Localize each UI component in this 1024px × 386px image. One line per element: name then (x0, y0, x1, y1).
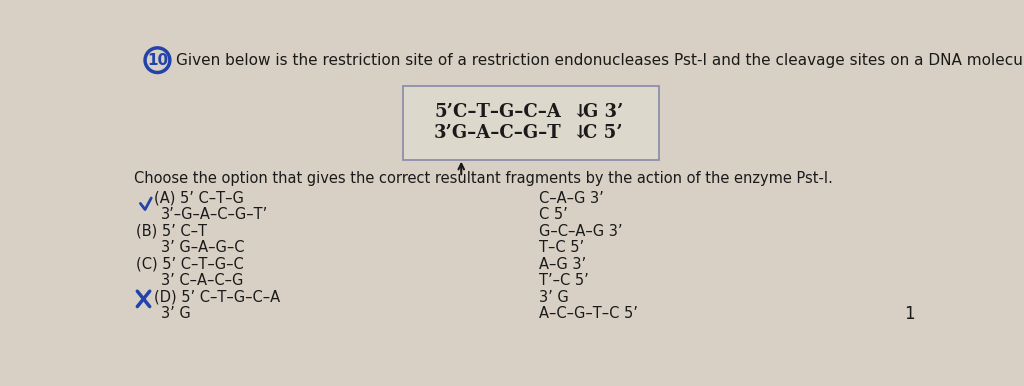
Text: 3’G–A–C–G–T: 3’G–A–C–G–T (434, 124, 562, 142)
Text: 3’ G: 3’ G (161, 306, 190, 321)
Text: ↓: ↓ (572, 103, 587, 121)
Text: 1: 1 (904, 305, 914, 323)
Text: (A) 5’ C–T–G: (A) 5’ C–T–G (154, 191, 244, 205)
Text: A–C–G–T–C 5’: A–C–G–T–C 5’ (539, 306, 638, 321)
Text: A–G 3’: A–G 3’ (539, 257, 586, 272)
Text: 3’ G–A–G–C: 3’ G–A–G–C (161, 240, 244, 255)
Text: Given below is the restriction site of a restriction endonucleases Pst-I and the: Given below is the restriction site of a… (176, 52, 1024, 68)
Text: Choose the option that gives the correct resultant fragments by the action of th: Choose the option that gives the correct… (134, 171, 834, 186)
Text: (C) 5’ C–T–G–C: (C) 5’ C–T–G–C (136, 257, 244, 272)
Text: 3’ G: 3’ G (539, 290, 568, 305)
Text: 10: 10 (146, 52, 168, 68)
Text: (D) 5’ C–T–G–C–A: (D) 5’ C–T–G–C–A (154, 290, 280, 305)
Text: (B) 5’ C–T: (B) 5’ C–T (136, 223, 207, 239)
Bar (403, 86, 658, 160)
Text: G–C–A–G 3’: G–C–A–G 3’ (539, 223, 623, 239)
Text: T–C 5’: T–C 5’ (539, 240, 584, 255)
Text: C 5’: C 5’ (583, 124, 623, 142)
Text: 3’ C–A–C–G: 3’ C–A–C–G (161, 273, 243, 288)
Text: C–A–G 3’: C–A–G 3’ (539, 191, 603, 205)
Text: C 5’: C 5’ (539, 207, 567, 222)
Text: T’–C 5’: T’–C 5’ (539, 273, 589, 288)
Text: 3’–G–A–C–G–T’: 3’–G–A–C–G–T’ (161, 207, 268, 222)
Text: ↓: ↓ (572, 124, 587, 142)
Text: G 3’: G 3’ (583, 103, 624, 121)
Text: 5’C–T–G–C–A: 5’C–T–G–C–A (434, 103, 561, 121)
